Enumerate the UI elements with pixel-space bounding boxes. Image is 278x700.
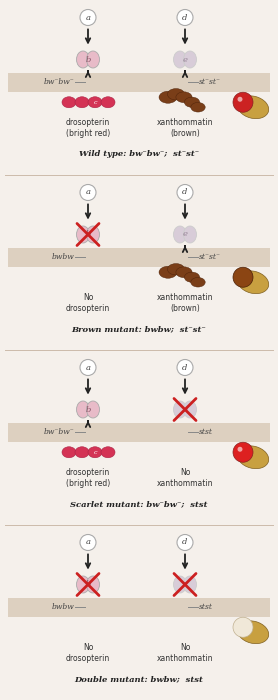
Text: d: d bbox=[182, 13, 188, 22]
Ellipse shape bbox=[88, 97, 102, 108]
Text: c: c bbox=[93, 99, 97, 105]
Text: b: b bbox=[85, 580, 91, 589]
Ellipse shape bbox=[76, 576, 90, 593]
FancyBboxPatch shape bbox=[8, 598, 270, 617]
Text: c: c bbox=[93, 450, 97, 455]
Text: bwbw: bwbw bbox=[51, 253, 74, 261]
Text: xanthommatin
(brown): xanthommatin (brown) bbox=[157, 293, 213, 313]
Text: Double mutant: bwbw;  stst: Double mutant: bwbw; stst bbox=[75, 675, 203, 683]
Text: drosopterin
(bright red): drosopterin (bright red) bbox=[66, 118, 110, 138]
Ellipse shape bbox=[173, 401, 187, 418]
Ellipse shape bbox=[173, 576, 187, 593]
Ellipse shape bbox=[237, 446, 269, 469]
Circle shape bbox=[237, 447, 242, 452]
Ellipse shape bbox=[76, 51, 90, 68]
Ellipse shape bbox=[183, 576, 197, 593]
Ellipse shape bbox=[88, 447, 102, 458]
Text: No
drosopterin: No drosopterin bbox=[66, 293, 110, 313]
Text: st⁻st⁻: st⁻st⁻ bbox=[199, 253, 221, 261]
Ellipse shape bbox=[86, 401, 100, 418]
Ellipse shape bbox=[86, 51, 100, 68]
FancyBboxPatch shape bbox=[8, 248, 270, 267]
Text: stst: stst bbox=[199, 603, 213, 611]
Ellipse shape bbox=[176, 267, 192, 278]
Text: d: d bbox=[182, 188, 188, 197]
Ellipse shape bbox=[183, 51, 197, 68]
FancyBboxPatch shape bbox=[8, 423, 270, 442]
Text: Scarlet mutant: bw⁻bw⁻;  stst: Scarlet mutant: bw⁻bw⁻; stst bbox=[70, 500, 208, 508]
Ellipse shape bbox=[184, 272, 200, 282]
Text: bw⁻bw⁻: bw⁻bw⁻ bbox=[43, 428, 74, 436]
Ellipse shape bbox=[191, 102, 205, 112]
Circle shape bbox=[233, 442, 253, 462]
Text: b: b bbox=[85, 405, 91, 414]
Circle shape bbox=[237, 97, 242, 102]
Text: Wild type: bw⁻bw⁻;  st⁻st⁻: Wild type: bw⁻bw⁻; st⁻st⁻ bbox=[79, 150, 199, 158]
Text: No
xanthommatin: No xanthommatin bbox=[157, 468, 213, 488]
Ellipse shape bbox=[183, 226, 197, 243]
Circle shape bbox=[177, 360, 193, 375]
Ellipse shape bbox=[184, 97, 200, 107]
Text: st⁻st⁻: st⁻st⁻ bbox=[199, 78, 221, 86]
Ellipse shape bbox=[86, 576, 100, 593]
Ellipse shape bbox=[159, 91, 177, 103]
Text: xanthommatin
(brown): xanthommatin (brown) bbox=[157, 118, 213, 138]
Circle shape bbox=[233, 92, 253, 112]
Text: d: d bbox=[182, 363, 188, 372]
Ellipse shape bbox=[75, 447, 89, 458]
Text: No
xanthommatin: No xanthommatin bbox=[157, 643, 213, 663]
Ellipse shape bbox=[167, 88, 185, 100]
Ellipse shape bbox=[101, 447, 115, 458]
Ellipse shape bbox=[76, 226, 90, 243]
Ellipse shape bbox=[173, 226, 187, 243]
Text: Brown mutant: bwbw;  st⁻st⁻: Brown mutant: bwbw; st⁻st⁻ bbox=[72, 325, 206, 333]
Ellipse shape bbox=[237, 271, 269, 294]
Ellipse shape bbox=[183, 401, 197, 418]
Text: e: e bbox=[182, 55, 187, 64]
Text: bw⁻bw⁻: bw⁻bw⁻ bbox=[43, 78, 74, 86]
Ellipse shape bbox=[176, 92, 192, 103]
Text: e: e bbox=[182, 580, 187, 589]
Text: e: e bbox=[182, 230, 187, 239]
Ellipse shape bbox=[237, 96, 269, 119]
Text: a: a bbox=[86, 13, 91, 22]
Text: a: a bbox=[86, 188, 91, 197]
Text: No
drosopterin: No drosopterin bbox=[66, 643, 110, 663]
Circle shape bbox=[177, 185, 193, 200]
Text: a: a bbox=[86, 538, 91, 547]
Ellipse shape bbox=[173, 51, 187, 68]
Circle shape bbox=[80, 10, 96, 25]
Ellipse shape bbox=[101, 97, 115, 108]
Text: stst: stst bbox=[199, 428, 213, 436]
Text: drosopterin
(bright red): drosopterin (bright red) bbox=[66, 468, 110, 488]
Circle shape bbox=[80, 185, 96, 200]
Text: d: d bbox=[182, 538, 188, 547]
Ellipse shape bbox=[86, 226, 100, 243]
Circle shape bbox=[177, 535, 193, 550]
Circle shape bbox=[233, 617, 253, 637]
FancyBboxPatch shape bbox=[8, 73, 270, 92]
Text: b: b bbox=[85, 230, 91, 239]
Text: b: b bbox=[85, 55, 91, 64]
Circle shape bbox=[177, 10, 193, 25]
Ellipse shape bbox=[62, 97, 76, 108]
Ellipse shape bbox=[167, 264, 185, 275]
Circle shape bbox=[80, 535, 96, 550]
Circle shape bbox=[80, 360, 96, 375]
Ellipse shape bbox=[75, 97, 89, 108]
Text: a: a bbox=[86, 363, 91, 372]
Ellipse shape bbox=[76, 401, 90, 418]
Text: e: e bbox=[182, 405, 187, 414]
Ellipse shape bbox=[62, 447, 76, 458]
Ellipse shape bbox=[191, 277, 205, 287]
Ellipse shape bbox=[159, 266, 177, 278]
Text: bwbw: bwbw bbox=[51, 603, 74, 611]
Circle shape bbox=[233, 267, 253, 287]
Ellipse shape bbox=[237, 621, 269, 644]
